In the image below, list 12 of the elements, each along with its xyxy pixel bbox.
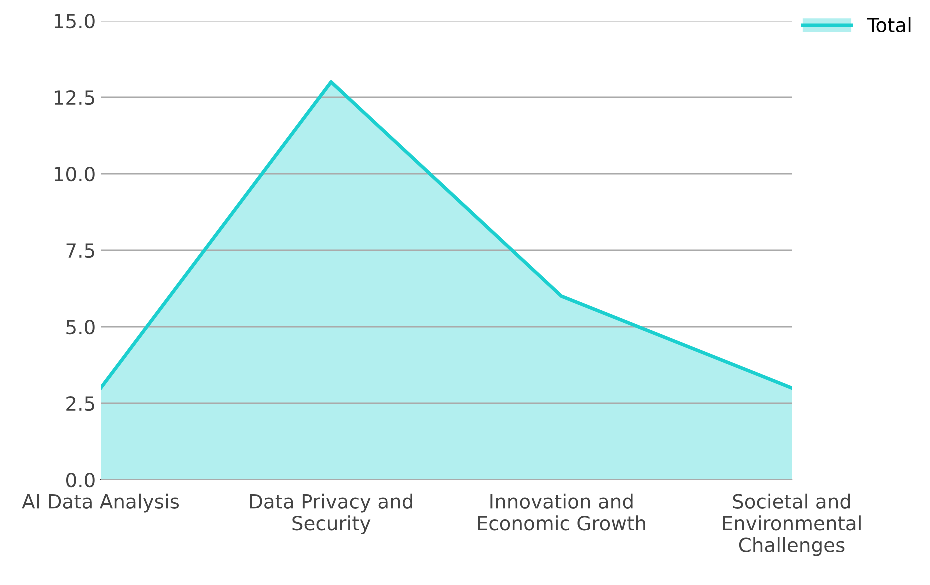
y-tick-label: 15.0 <box>54 14 95 29</box>
y-tick-label: 7.5 <box>66 244 94 258</box>
y-tick-label: 12.5 <box>54 90 94 106</box>
x-tick-label: Data Privacy and Security <box>250 494 412 534</box>
x-tick-label: Societal and Environmental Challenges <box>723 494 861 556</box>
x-tick-label: Innovation and Economic Growth <box>478 494 646 531</box>
y-tick-label: 10.0 <box>54 166 95 182</box>
legend-label: Total <box>867 18 911 33</box>
y-tick-label: 2.5 <box>66 396 94 412</box>
x-tick-label: AI Data Analysis <box>22 494 180 513</box>
y-tick-label: 0.0 <box>66 472 95 488</box>
y-tick-label: 5.0 <box>66 320 95 335</box>
